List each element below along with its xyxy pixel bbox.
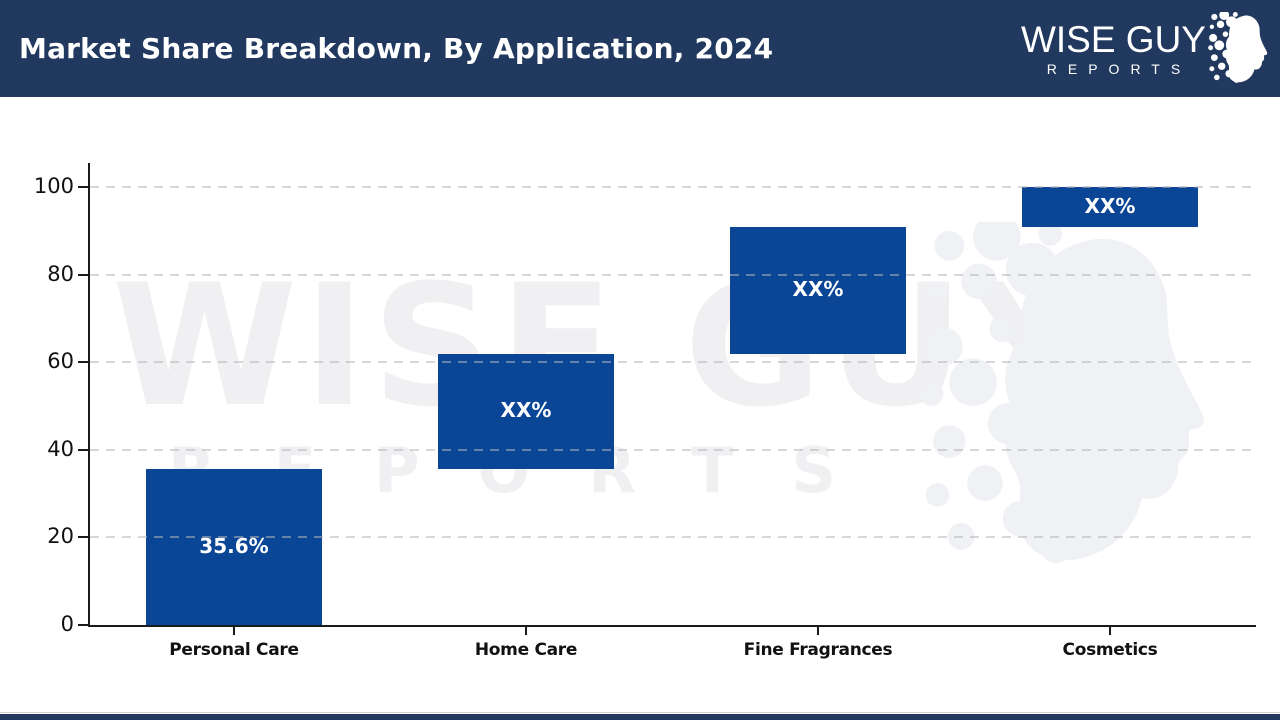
brand-logo-text: WISE GUY REPORTS — [1020, 18, 1206, 78]
x-tick-mark — [233, 627, 235, 635]
face-profile-icon — [1208, 12, 1268, 83]
y-axis-line — [88, 163, 90, 627]
y-tick-mark — [78, 624, 88, 626]
header: Market Share Breakdown, By Application, … — [0, 0, 1280, 97]
bar — [146, 469, 322, 625]
x-tick-mark — [1109, 627, 1111, 635]
bar — [1022, 187, 1198, 227]
y-tick-label: 20 — [47, 524, 74, 549]
grid-line — [90, 536, 1256, 539]
bar — [730, 226, 906, 354]
brand-subname: REPORTS — [1046, 61, 1192, 78]
footer-accent-bar — [0, 714, 1280, 720]
x-tick-mark — [817, 627, 819, 635]
y-tick-label: 40 — [47, 436, 74, 461]
y-tick-mark — [78, 361, 88, 364]
y-tick-mark — [78, 186, 88, 188]
waterfall-chart: 0 20 40 60 80 100 35.6% Personal Care XX% Home Ca… — [0, 97, 1280, 712]
brand-name: WISE GUY — [1020, 18, 1206, 60]
grid-line — [90, 273, 1256, 276]
grid-line — [90, 448, 1256, 451]
x-category-label: Home Care — [474, 640, 578, 660]
y-tick-label: 60 — [47, 349, 74, 374]
x-axis-line — [88, 625, 1256, 627]
grid-line — [90, 361, 1256, 364]
bar-value-label: 35.6% — [199, 534, 269, 559]
brand-logo: WISE GUY REPORTS — [1021, 6, 1270, 92]
grid-line — [90, 186, 1256, 188]
bar-value-label: XX% — [500, 398, 552, 423]
y-tick-label: 80 — [47, 261, 74, 286]
y-tick-mark — [78, 273, 88, 276]
x-tick-mark — [525, 627, 527, 635]
page-title: Market Share Breakdown, By Application, … — [19, 32, 774, 65]
footer-divider — [0, 712, 1280, 713]
x-category-label: Cosmetics — [1062, 640, 1158, 660]
y-tick-label: 0 — [60, 612, 74, 636]
x-category-label: Fine Fragrances — [743, 640, 893, 660]
y-tick-label: 100 — [33, 174, 74, 198]
bar-value-label: XX% — [792, 277, 844, 302]
y-tick-mark — [78, 536, 88, 539]
x-category-label: Personal Care — [169, 640, 299, 660]
bar-value-label: XX% — [1084, 193, 1136, 218]
y-tick-mark — [78, 448, 88, 451]
